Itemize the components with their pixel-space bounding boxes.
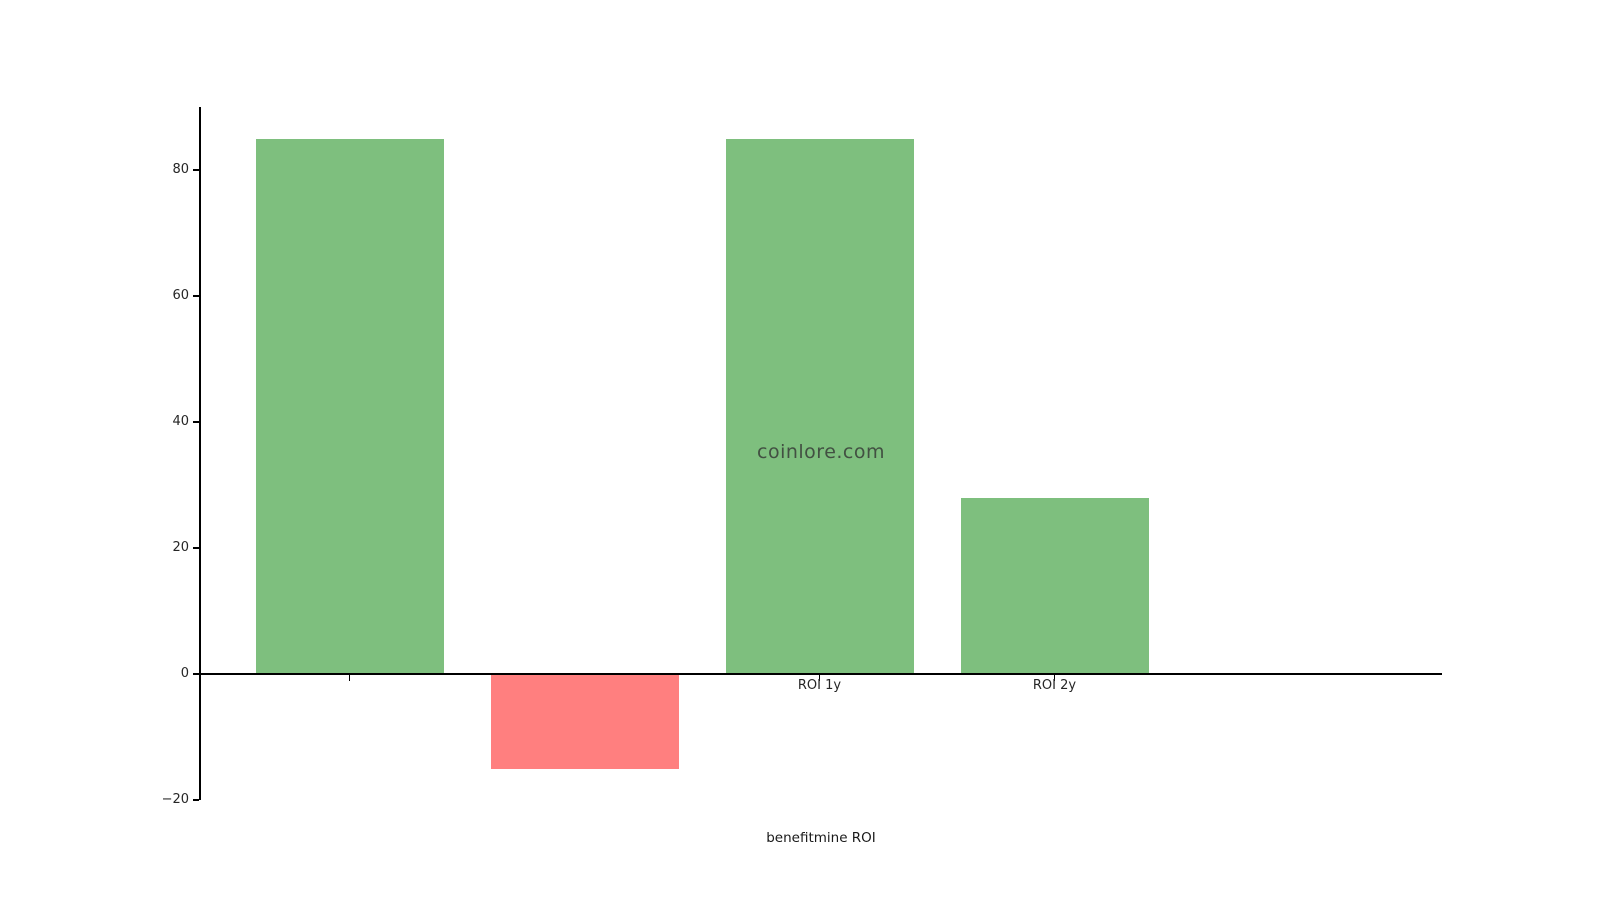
y-tick [193, 295, 199, 297]
x-tick-label: ROI 2y [1032, 678, 1077, 693]
bar-3 [960, 497, 1149, 674]
y-tick-label: −20 [161, 792, 189, 807]
bar-1 [490, 674, 679, 769]
y-tick [193, 421, 199, 423]
x-tick [818, 674, 821, 681]
y-tick [193, 547, 199, 549]
y-tick [193, 169, 199, 171]
y-tick-label: 0 [180, 666, 189, 681]
x-tick [348, 674, 351, 681]
y-tick [193, 799, 199, 801]
y-tick-label: 20 [172, 540, 189, 555]
y-axis-line [199, 107, 201, 800]
bar-2 [725, 138, 914, 674]
y-tick [193, 673, 199, 675]
x-tick-label: ROI 1y [797, 678, 842, 693]
y-tick-label: 80 [172, 162, 189, 177]
x-axis-title: benefitmine ROI [766, 830, 876, 846]
x-axis-line [199, 673, 1442, 675]
watermark-text: coinlore.com [757, 441, 885, 463]
y-tick-label: 60 [172, 288, 189, 303]
y-tick-label: 40 [172, 414, 189, 429]
x-tick [1053, 674, 1056, 681]
bar-0 [255, 138, 444, 674]
